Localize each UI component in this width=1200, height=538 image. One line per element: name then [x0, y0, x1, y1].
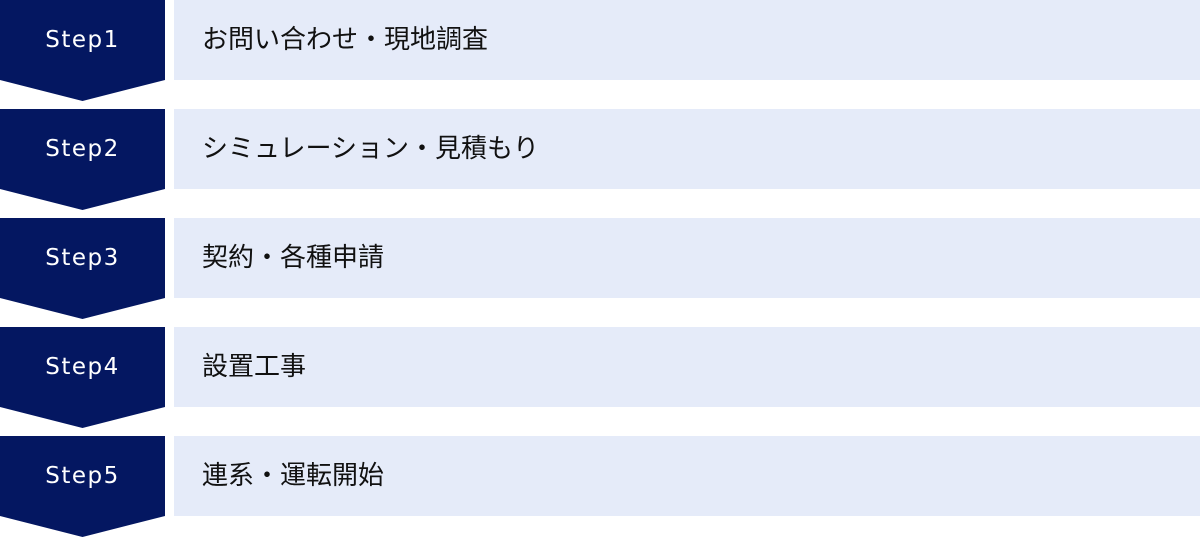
- step-label: Step3: [45, 245, 120, 271]
- step-title: お問い合わせ・現地調査: [202, 25, 489, 55]
- step-badge: Step1: [0, 0, 165, 101]
- step-title-box: お問い合わせ・現地調査: [174, 0, 1200, 80]
- step-title: 契約・各種申請: [202, 243, 385, 273]
- step-row-4: Step4 設置工事: [0, 327, 1200, 429]
- step-row-5: Step5 連系・運転開始: [0, 436, 1200, 538]
- step-title: 設置工事: [202, 352, 307, 382]
- step-title-box: 契約・各種申請: [174, 218, 1200, 298]
- step-label: Step4: [45, 354, 120, 380]
- step-label: Step5: [45, 463, 120, 489]
- step-title-box: シミュレーション・見積もり: [174, 109, 1200, 189]
- step-title-box: 連系・運転開始: [174, 436, 1200, 516]
- step-title: シミュレーション・見積もり: [202, 134, 539, 164]
- step-title-box: 設置工事: [174, 327, 1200, 407]
- step-title: 連系・運転開始: [202, 461, 385, 491]
- step-label: Step1: [45, 27, 120, 53]
- step-row-2: Step2 シミュレーション・見積もり: [0, 109, 1200, 211]
- step-badge: Step4: [0, 327, 165, 428]
- step-badge: Step2: [0, 109, 165, 210]
- step-badge: Step3: [0, 218, 165, 319]
- step-row-3: Step3 契約・各種申請: [0, 218, 1200, 320]
- step-row-1: Step1 お問い合わせ・現地調査: [0, 0, 1200, 102]
- step-badge: Step5: [0, 436, 165, 537]
- step-label: Step2: [45, 136, 120, 162]
